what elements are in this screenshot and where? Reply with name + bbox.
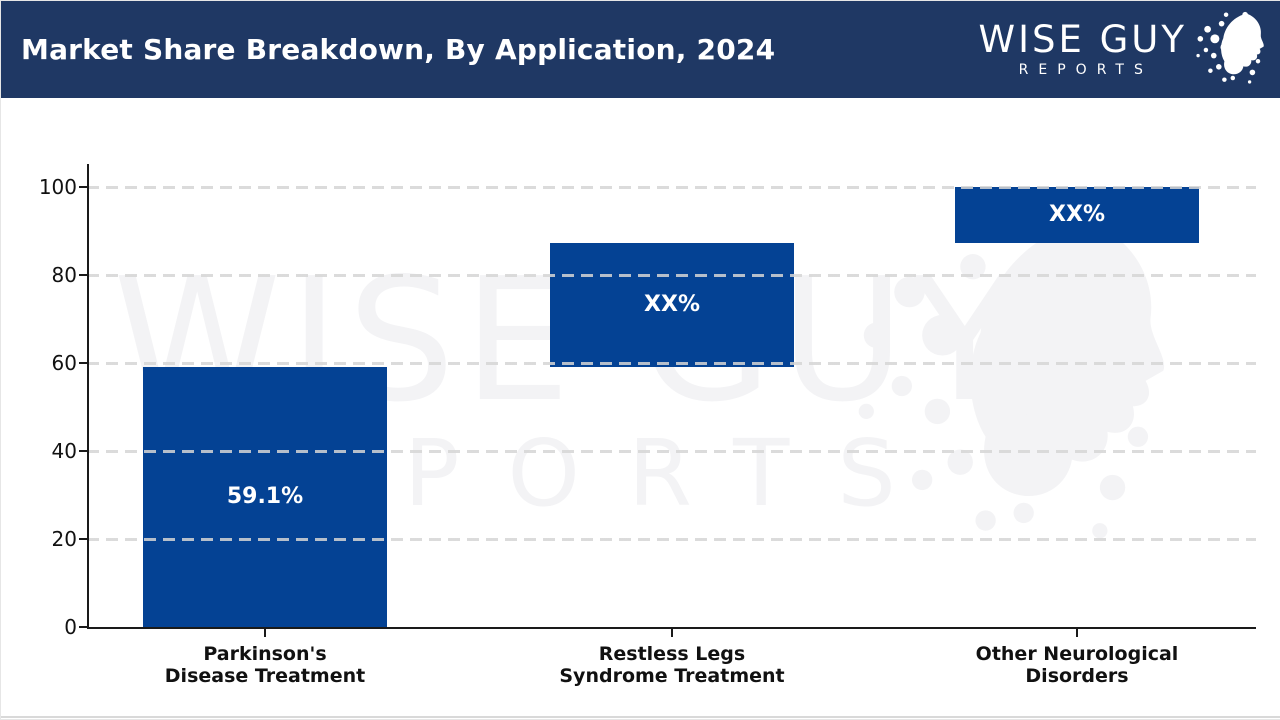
gridline <box>87 362 1256 365</box>
wiseguy-logo: WISE GUY REPORTS <box>979 8 1267 92</box>
chart-area: WISE GUY REPORTS 0 20 40 60 80 100 59.1% XX% XX%… <box>1 98 1280 719</box>
y-tick <box>79 450 87 452</box>
bar <box>955 187 1199 243</box>
page-title: Market Share Breakdown, By Application, … <box>21 33 776 66</box>
bar <box>143 366 387 627</box>
x-tick <box>1076 629 1078 637</box>
logo-face-icon <box>1193 8 1267 92</box>
header-bar: Market Share Breakdown, By Application, … <box>1 1 1280 98</box>
x-tick <box>671 629 673 637</box>
x-category-label: Parkinson's Disease Treatment <box>164 643 366 687</box>
logo-subtext: REPORTS <box>1018 62 1153 78</box>
x-category-label: Restless Legs Syndrome Treatment <box>559 643 785 687</box>
y-tick-label: 40 <box>51 439 77 463</box>
bar-value-label: XX% <box>644 291 700 317</box>
y-tick <box>79 362 87 364</box>
y-tick-label: 0 <box>64 615 77 639</box>
gridline <box>87 450 1256 453</box>
y-tick-label: 80 <box>51 263 77 287</box>
gridline <box>87 538 1256 541</box>
y-tick-label: 100 <box>38 175 77 199</box>
gridline <box>87 186 1256 189</box>
y-tick <box>79 274 87 276</box>
x-axis-line <box>87 627 1256 629</box>
y-tick <box>79 626 87 628</box>
bar-value-label: XX% <box>1049 201 1105 227</box>
y-tick <box>79 538 87 540</box>
bottom-border <box>1 716 1280 718</box>
y-tick-label: 60 <box>51 351 77 375</box>
x-tick <box>264 629 266 637</box>
x-category-label: Other Neurological Disorders <box>975 643 1179 687</box>
y-tick <box>79 186 87 188</box>
bar-value-label: 59.1% <box>226 483 304 509</box>
y-tick-label: 20 <box>51 527 77 551</box>
gridline <box>87 274 1256 277</box>
logo-wordmark: WISE GUY <box>978 18 1187 61</box>
bar <box>550 242 794 367</box>
y-axis-line <box>87 164 89 629</box>
